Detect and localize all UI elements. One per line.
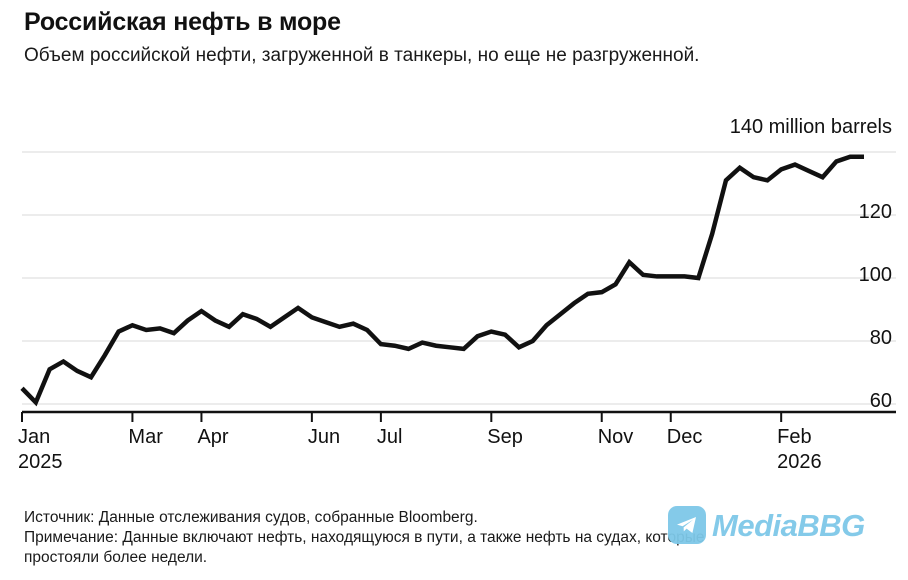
footer-note-2: простояли более недели. (24, 549, 208, 566)
x-tick-month: Jul (376, 426, 403, 448)
x-tick-year: 2025 (18, 451, 63, 473)
line-chart-svg (20, 151, 896, 422)
y-axis-unit-label: 140 million barrels (729, 116, 892, 138)
data-series-line (20, 154, 864, 407)
watermark-label: MediaBBG (712, 507, 865, 543)
x-tick-month: Feb (777, 426, 812, 448)
x-tick-label: Apr (197, 426, 228, 449)
x-tick-label: Nov (598, 426, 634, 449)
x-tick-label: Sep (487, 426, 523, 449)
footer-note-1: Примечание: Данные включают нефть, наход… (24, 529, 705, 546)
x-tick-label: Feb 2026 (777, 426, 822, 474)
gridlines (22, 151, 896, 405)
page-subtitle: Объем российской нефти, загруженной в та… (24, 45, 700, 66)
x-tick-month: Apr (197, 426, 229, 448)
telegram-icon (668, 506, 706, 544)
y-tick-label: 120 (858, 201, 892, 223)
x-axis-ticks (21, 412, 783, 422)
x-tick-month: Jan (18, 426, 51, 448)
y-tick-label: 100 (858, 264, 892, 286)
x-tick-month: Jun (307, 426, 341, 448)
footer-notes: Источник: Данные отслеживания судов, соб… (24, 508, 844, 568)
x-tick-year: 2026 (777, 451, 822, 473)
x-tick-month: Dec (666, 426, 703, 448)
x-tick-month: Sep (487, 426, 523, 448)
y-tick-label: 60 (869, 390, 892, 412)
x-tick-label: Jun (308, 426, 340, 449)
x-tick-month: Mar (128, 426, 163, 448)
watermark: MediaBBG (668, 506, 865, 544)
x-tick-label: Dec (667, 426, 703, 449)
page-title: Российская нефть в море (24, 8, 341, 36)
chart-plot-area (0, 110, 908, 500)
x-tick-month: Nov (597, 426, 634, 448)
y-tick-label: 80 (869, 327, 892, 349)
x-tick-label: Jul (377, 426, 403, 449)
x-tick-label: Mar (128, 426, 162, 449)
x-tick-label: Jan 2025 (18, 426, 63, 474)
footer-source: Источник: Данные отслеживания судов, соб… (24, 509, 478, 526)
